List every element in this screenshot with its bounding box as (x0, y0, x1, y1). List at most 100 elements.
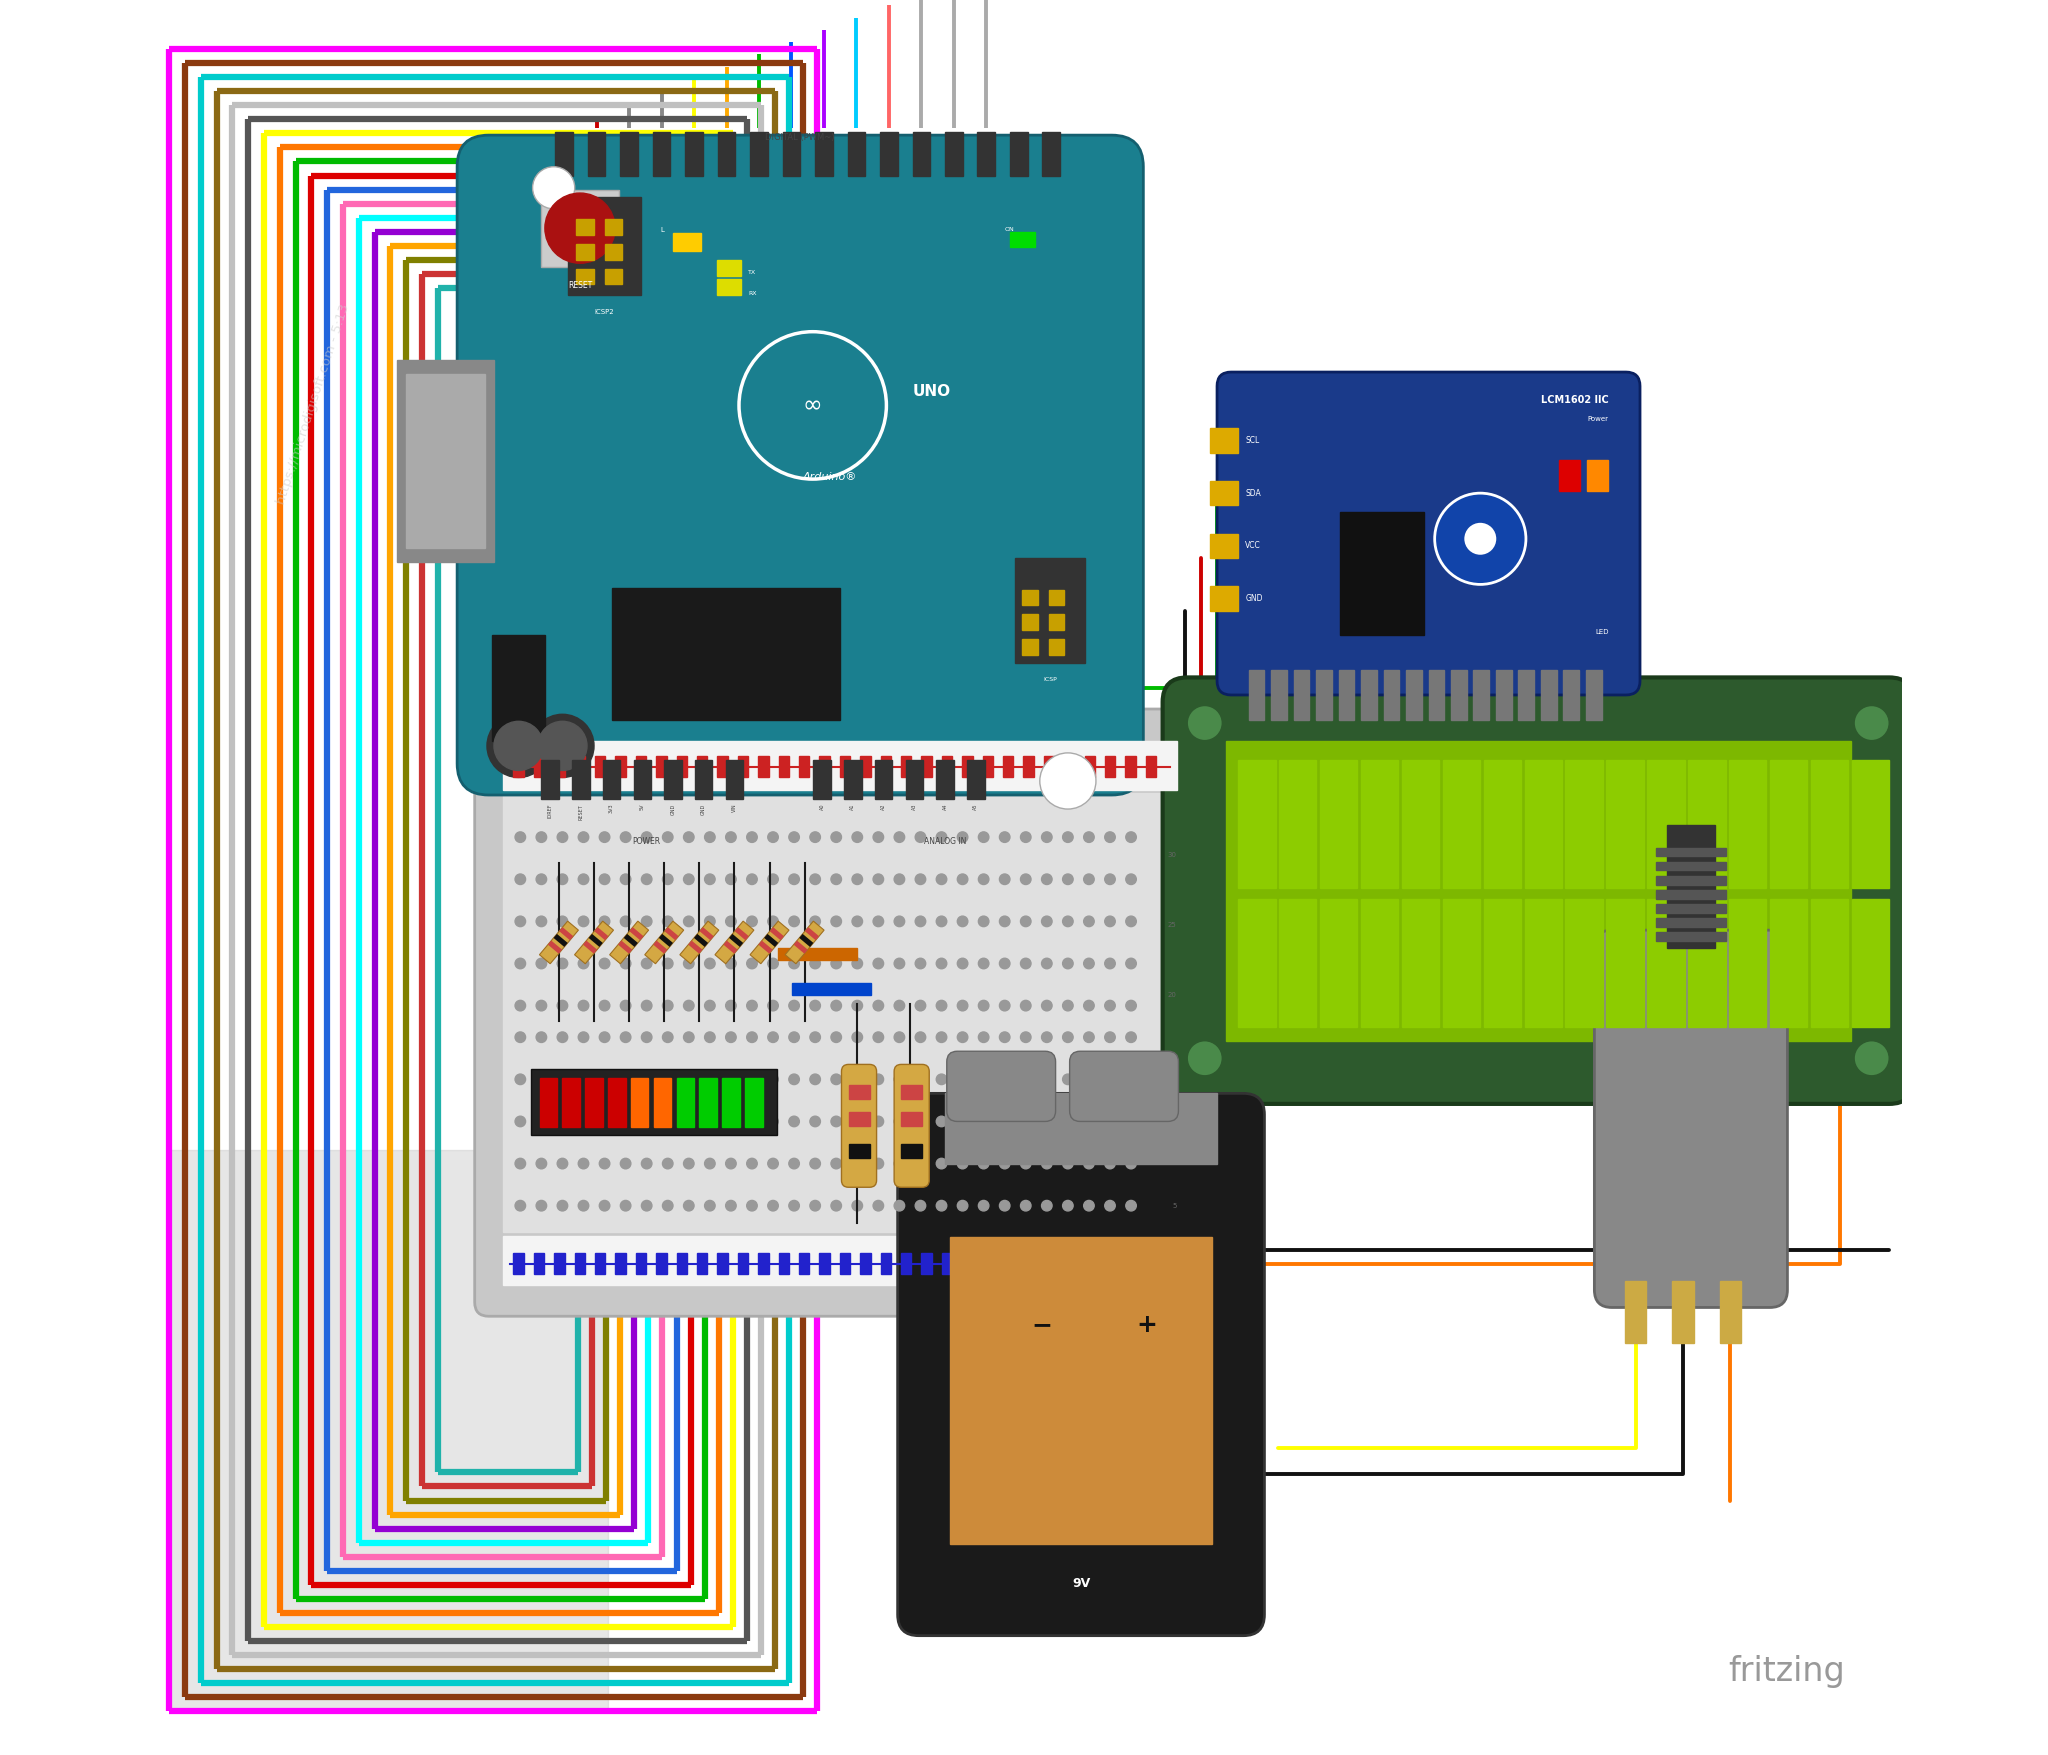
Circle shape (999, 874, 1010, 885)
Circle shape (788, 958, 799, 969)
Bar (725, 760, 743, 799)
Circle shape (684, 832, 694, 842)
Circle shape (788, 1074, 799, 1085)
Circle shape (662, 874, 674, 885)
Circle shape (768, 1000, 778, 1011)
Bar (983, 1253, 993, 1274)
Bar (848, 1144, 870, 1158)
Circle shape (1042, 1000, 1053, 1011)
Bar (815, 132, 834, 176)
Circle shape (1083, 1158, 1094, 1169)
Circle shape (1042, 1074, 1053, 1085)
Bar (1360, 760, 1399, 888)
Bar (963, 756, 973, 777)
Bar (784, 921, 823, 963)
Bar (717, 756, 727, 777)
Bar (633, 760, 651, 799)
Bar (963, 1253, 973, 1274)
Circle shape (557, 916, 567, 927)
Circle shape (956, 1200, 969, 1211)
Circle shape (684, 916, 694, 927)
Bar (514, 756, 524, 777)
Circle shape (1083, 958, 1094, 969)
Text: TX: TX (748, 270, 756, 274)
Bar (1624, 1281, 1647, 1343)
Circle shape (831, 1074, 842, 1085)
Circle shape (1042, 916, 1053, 927)
Circle shape (557, 1074, 567, 1085)
Bar (1688, 899, 1726, 1027)
Circle shape (831, 916, 842, 927)
Text: GND: GND (1245, 593, 1264, 604)
Circle shape (788, 1158, 799, 1169)
Bar (795, 941, 807, 953)
Circle shape (725, 832, 735, 842)
Bar (1401, 760, 1440, 888)
Circle shape (578, 832, 588, 842)
Circle shape (768, 1116, 778, 1127)
Bar (555, 132, 573, 176)
Text: VCC: VCC (1245, 541, 1262, 551)
Circle shape (1083, 832, 1094, 842)
Circle shape (956, 958, 969, 969)
Circle shape (1126, 832, 1137, 842)
Circle shape (872, 1200, 883, 1211)
Circle shape (684, 874, 694, 885)
Bar (698, 1078, 717, 1127)
Circle shape (684, 1158, 694, 1169)
Bar (594, 927, 608, 941)
Circle shape (999, 1032, 1010, 1042)
Circle shape (852, 874, 862, 885)
Bar (737, 756, 748, 777)
Bar (1657, 862, 1726, 870)
Circle shape (748, 1158, 758, 1169)
Bar (1124, 1253, 1137, 1274)
Circle shape (514, 874, 526, 885)
Circle shape (1083, 1032, 1094, 1042)
Circle shape (600, 1000, 610, 1011)
Circle shape (684, 1116, 694, 1127)
Circle shape (705, 832, 715, 842)
Bar (1049, 590, 1065, 605)
Bar (778, 756, 788, 777)
Bar (840, 756, 850, 777)
Circle shape (979, 916, 989, 927)
Bar (1483, 760, 1522, 888)
Bar (1563, 670, 1579, 720)
Bar (492, 635, 545, 741)
Bar (1022, 590, 1038, 605)
Circle shape (895, 1200, 905, 1211)
Circle shape (809, 1032, 821, 1042)
Bar (676, 1078, 694, 1127)
Circle shape (1104, 832, 1116, 842)
Bar (717, 1253, 727, 1274)
Bar (625, 934, 637, 948)
Circle shape (999, 1116, 1010, 1127)
Circle shape (936, 1158, 946, 1169)
Circle shape (831, 1000, 842, 1011)
Bar (848, 1085, 870, 1099)
Circle shape (725, 1158, 735, 1169)
Circle shape (705, 1074, 715, 1085)
Circle shape (748, 1116, 758, 1127)
Bar (1769, 760, 1808, 888)
Bar (1729, 760, 1767, 888)
Circle shape (1104, 1032, 1116, 1042)
Circle shape (872, 1000, 883, 1011)
Bar (618, 941, 633, 953)
Circle shape (537, 1158, 547, 1169)
Circle shape (725, 874, 735, 885)
Circle shape (514, 1158, 526, 1169)
Bar (567, 197, 641, 295)
Bar (1010, 132, 1028, 176)
Circle shape (831, 1032, 842, 1042)
FancyBboxPatch shape (895, 1064, 930, 1186)
Text: GND: GND (700, 804, 707, 814)
Circle shape (788, 916, 799, 927)
Circle shape (979, 832, 989, 842)
Circle shape (537, 1032, 547, 1042)
Circle shape (852, 958, 862, 969)
Bar (758, 756, 768, 777)
Circle shape (1083, 874, 1094, 885)
Bar (559, 927, 573, 941)
